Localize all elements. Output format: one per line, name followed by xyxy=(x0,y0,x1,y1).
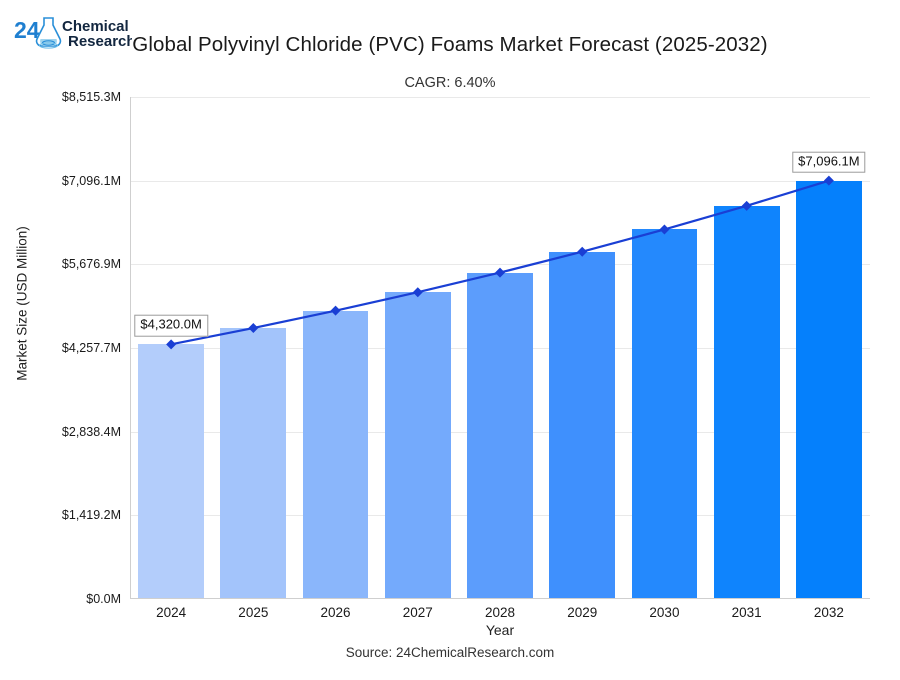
bar-2029[interactable] xyxy=(549,251,616,599)
value-callout-2024: $4,320.0M xyxy=(134,315,208,337)
x-axis-tick-label: 2029 xyxy=(567,605,598,620)
x-axis-tick-label: 2024 xyxy=(156,605,187,620)
chart-source-note: Source: 24ChemicalResearch.com xyxy=(345,645,555,660)
bar-2032[interactable] xyxy=(796,180,862,599)
svg-text:24: 24 xyxy=(14,17,40,43)
gridline xyxy=(130,97,870,98)
data-point-marker-2028[interactable] xyxy=(495,267,505,278)
bar-2025[interactable] xyxy=(220,328,287,599)
chart-subtitle-cagr: CAGR: 6.40% xyxy=(404,75,496,91)
data-point-marker-2032[interactable] xyxy=(823,175,834,186)
data-point-marker-2029[interactable] xyxy=(577,246,588,257)
x-axis-tick-label: 2032 xyxy=(813,605,844,620)
y-axis-tick-label: $2,838.4M xyxy=(61,424,121,439)
svg-text:Chemical: Chemical xyxy=(62,18,129,35)
bar-2027[interactable] xyxy=(384,292,451,599)
chart-title: Global Polyvinyl Chloride (PVC) Foams Ma… xyxy=(132,33,768,56)
trend-line-series xyxy=(166,175,834,350)
x-axis-line xyxy=(130,598,870,599)
trend-line xyxy=(170,179,830,346)
gridline xyxy=(130,264,870,266)
y-axis-tick-label: $8,515.3M xyxy=(61,90,121,104)
bar-2028[interactable] xyxy=(467,272,533,599)
y-axis-line xyxy=(130,97,131,599)
bar-2031[interactable] xyxy=(713,205,780,599)
x-axis-tick-label: 2028 xyxy=(484,605,516,620)
data-point-marker-2026[interactable] xyxy=(330,305,341,316)
y-axis-tick-label: $1,419.2M xyxy=(61,508,121,523)
svg-text:Research: Research xyxy=(68,33,132,50)
data-point-marker-2024[interactable] xyxy=(166,339,177,350)
y-axis-tick-label: $4,257.7M xyxy=(61,340,121,355)
y-axis-tick-label: $7,096.1M xyxy=(61,173,121,188)
brand-logo-icon: 24 Chemical Research xyxy=(14,17,132,50)
bar-2024[interactable] xyxy=(138,344,204,599)
y-axis-tick-label: $0.0M xyxy=(86,592,121,606)
data-point-marker-2025[interactable] xyxy=(248,323,259,334)
gridline xyxy=(130,180,870,182)
x-axis-title: Year xyxy=(485,622,515,638)
value-callout-2032: $7,096.1M xyxy=(792,151,866,173)
brand-logo[interactable]: 24 Chemical Research xyxy=(14,12,132,52)
x-axis-tick-label: 2031 xyxy=(731,605,762,620)
bar-2026[interactable] xyxy=(302,310,369,599)
chart-plot-area: $0.0M $1,419.2M $2,838.4M $4,257.7M $5,676.9… xyxy=(62,90,870,620)
data-point-marker-2031[interactable] xyxy=(741,200,752,211)
x-axis-tick-label: 2026 xyxy=(320,605,351,620)
data-point-marker-2030[interactable] xyxy=(659,224,670,235)
x-axis-tick-label: 2027 xyxy=(402,605,433,620)
x-axis-tick-label: 2025 xyxy=(238,605,269,620)
x-axis-tick-label: 2030 xyxy=(649,605,680,620)
y-axis-tick-label: $5,676.9M xyxy=(61,257,121,272)
data-point-marker-2027[interactable] xyxy=(412,287,423,298)
y-axis-title: Market Size (USD Million) xyxy=(14,226,30,381)
bar-2030[interactable] xyxy=(631,229,698,599)
